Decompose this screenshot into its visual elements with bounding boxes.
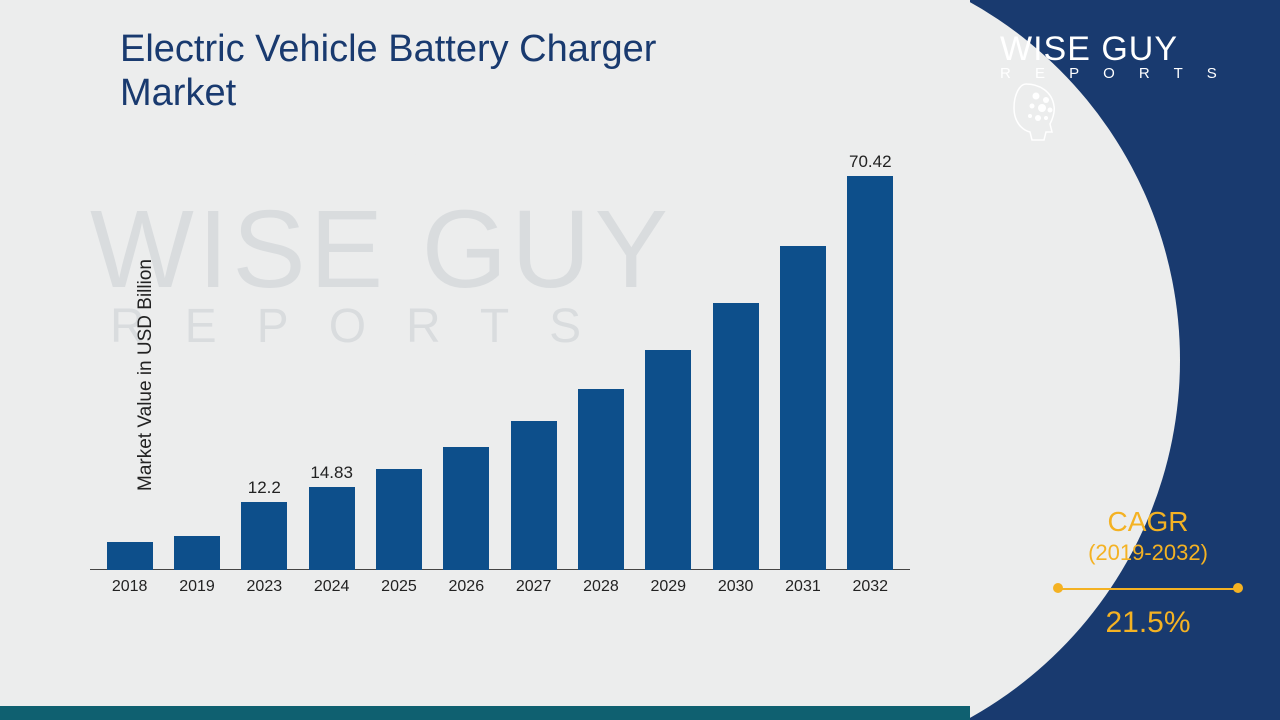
bar [780,246,826,570]
brand-logo: WISE GUY R E P O R T S [1000,30,1250,149]
bar: 12.2 [241,502,287,570]
bar-slot [96,150,163,570]
bar-slot: 14.83 [298,150,365,570]
x-axis-tick-label: 2032 [837,578,904,596]
bar [511,421,557,570]
bar [443,447,489,570]
bar [578,389,624,570]
bar-slot [163,150,230,570]
x-axis-tick-label: 2031 [769,578,836,596]
cagr-value: 21.5% [1048,606,1248,640]
logo-line1: WISE GUY [1000,30,1227,69]
bar [107,542,153,570]
bar [645,350,691,570]
x-axis-tick-label: 2030 [702,578,769,596]
infographic-page: WISE GUY REPORTS Electric Vehicle Batter… [0,0,1280,720]
bar-slot: 70.42 [837,150,904,570]
cagr-divider [1058,580,1238,596]
bar-value-label: 12.2 [248,478,281,498]
x-axis-tick-label: 2029 [635,578,702,596]
bar-value-label: 70.42 [849,152,892,172]
x-axis-tick-label: 2027 [500,578,567,596]
bottom-accent-strip [0,706,970,720]
x-labels-container: 2018201920232024202520262027202820292030… [90,578,910,596]
bar-slot [635,150,702,570]
bar-slot: 12.2 [231,150,298,570]
x-axis-tick-label: 2028 [567,578,634,596]
bar [376,469,422,570]
plot-area: 12.214.8370.42 2018201920232024202520262… [90,150,910,570]
cagr-label: CAGR [1048,506,1248,538]
bar-slot [500,150,567,570]
x-axis-tick-label: 2024 [298,578,365,596]
bar-slot [433,150,500,570]
bar-slot [567,150,634,570]
bar-slot [365,150,432,570]
bar-slot [702,150,769,570]
x-axis-tick-label: 2025 [365,578,432,596]
page-title: Electric Vehicle Battery Charger Market [120,28,760,115]
bar: 14.83 [309,487,355,570]
x-axis-tick-label: 2018 [96,578,163,596]
bar: 70.42 [847,176,893,570]
x-axis-tick-label: 2026 [433,578,500,596]
bar [713,303,759,570]
bar-chart: Market Value in USD Billion 12.214.8370.… [70,150,910,600]
logo-line2: R E P O R T S [1000,65,1227,82]
bars-container: 12.2 14.83 70.42 [90,150,910,570]
cagr-block: CAGR (2019-2032) 21.5% [1048,506,1248,640]
bar-slot [769,150,836,570]
x-axis-tick-label: 2023 [231,578,298,596]
cagr-period: (2019-2032) [1048,540,1248,566]
bar [174,536,220,570]
bar-value-label: 14.83 [310,463,353,483]
head-icon [1006,82,1060,149]
x-axis-tick-label: 2019 [163,578,230,596]
